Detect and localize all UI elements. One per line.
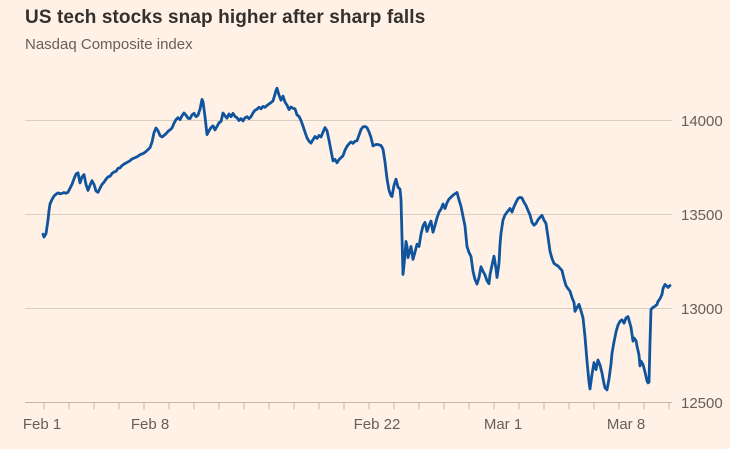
- x-axis-label: Mar 1: [484, 416, 522, 433]
- x-axis-label: Mar 8: [607, 416, 645, 433]
- y-axis-label: 12500: [681, 395, 723, 412]
- x-axis-label: Feb 22: [354, 416, 401, 433]
- y-axis-label: 14000: [681, 113, 723, 130]
- chart-title: US tech stocks snap higher after sharp f…: [25, 7, 426, 28]
- x-axis-label: Feb 1: [23, 416, 61, 433]
- x-axis-label: Feb 8: [131, 416, 169, 433]
- y-axis-label: 13000: [681, 301, 723, 318]
- chart-subtitle: Nasdaq Composite index: [25, 36, 193, 53]
- y-axis-label: 13500: [681, 207, 723, 224]
- nasdaq-price-line: [41, 86, 672, 392]
